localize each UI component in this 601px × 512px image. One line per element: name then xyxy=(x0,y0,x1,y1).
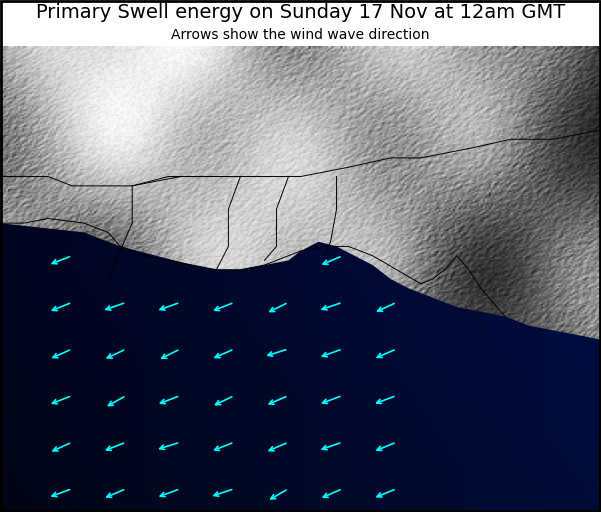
Text: Arrows show the wind wave direction: Arrows show the wind wave direction xyxy=(171,28,430,41)
Text: Primary Swell energy on Sunday 17 Nov at 12am GMT: Primary Swell energy on Sunday 17 Nov at… xyxy=(36,4,565,23)
